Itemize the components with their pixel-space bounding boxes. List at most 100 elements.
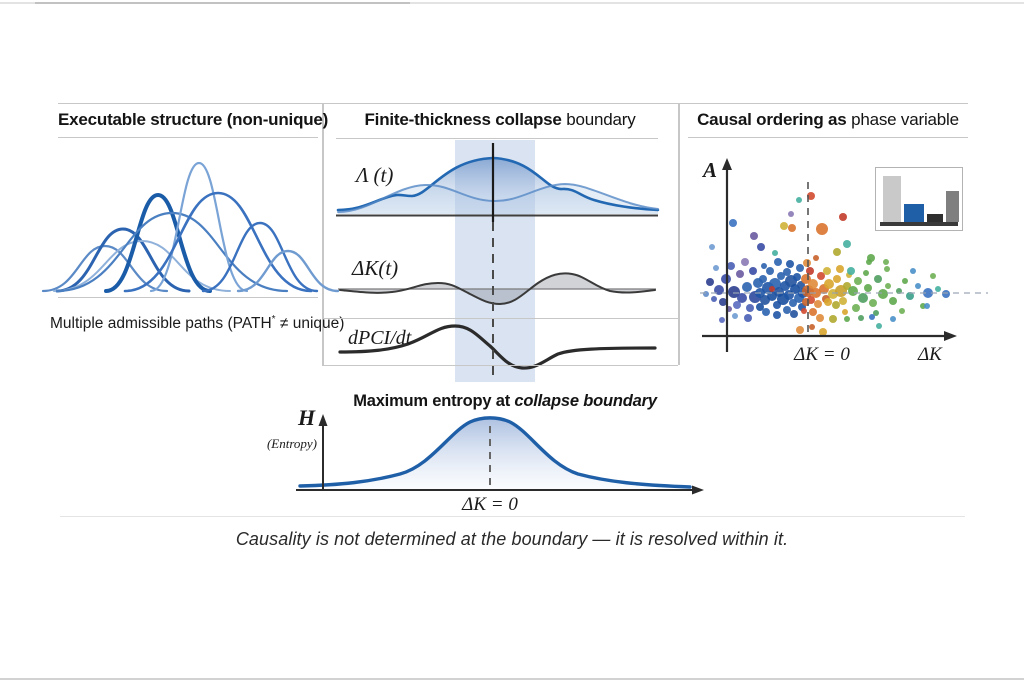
scatter-dot xyxy=(756,303,764,311)
entropy-title-regular: Maximum entropy at xyxy=(353,392,515,410)
middle-title-underline xyxy=(336,138,658,139)
lambda-curve-fill xyxy=(338,158,658,214)
entropy-y-axis-sublabel: (Entropy) xyxy=(266,436,317,451)
scatter-dot xyxy=(869,299,877,307)
inset-bar xyxy=(883,176,901,222)
left-title-underline xyxy=(58,137,318,138)
caption-pre: Multiple admissible paths (PATH xyxy=(50,315,272,333)
admissible-path-curve xyxy=(55,211,289,293)
inset-bar-chart xyxy=(875,167,963,231)
middle-title-regular: boundary xyxy=(561,110,636,129)
dpci-label: dPCI/dt xyxy=(348,327,412,349)
admissible-path-curve xyxy=(149,161,249,293)
scatter-dot xyxy=(777,272,785,280)
admissible-paths-curves xyxy=(41,161,340,293)
scatter-dot xyxy=(858,293,868,303)
scatter-dot xyxy=(793,273,801,281)
scatter-dot xyxy=(783,306,791,314)
top-hairline-dark-segment xyxy=(35,2,410,4)
scatter-dot xyxy=(906,292,914,300)
scatter-dot xyxy=(769,286,775,292)
scatter-x-axis-label: ΔK xyxy=(918,344,942,365)
scatter-dot xyxy=(772,250,778,256)
scatter-dot xyxy=(766,267,774,275)
scatter-dot xyxy=(796,197,802,203)
admissible-path-curve xyxy=(41,244,169,293)
entropy-title-italic: collapse boundary xyxy=(514,392,657,410)
scatter-dot xyxy=(780,222,788,230)
inset-bar xyxy=(904,203,924,222)
scatter-dot xyxy=(890,316,896,322)
scatter-dot xyxy=(719,317,725,323)
separator-middle-right xyxy=(678,103,680,365)
scatter-dot xyxy=(732,313,738,319)
middle-panel-bottom-rule xyxy=(322,365,678,366)
right-title-underline xyxy=(688,137,968,138)
scatter-dot xyxy=(762,308,770,316)
deltak-curve-fill xyxy=(340,273,655,304)
scatter-dot xyxy=(844,316,850,322)
entropy-y-arrowhead xyxy=(318,414,328,426)
scatter-dot xyxy=(759,275,767,283)
scatter-dot xyxy=(809,308,817,316)
scatter-dot xyxy=(899,308,905,314)
scatter-dot xyxy=(863,270,869,276)
entropy-title: Maximum entropy at collapse boundary xyxy=(305,392,705,411)
entropy-y-axis-label: H xyxy=(298,405,316,430)
scatter-dot xyxy=(817,272,825,280)
scatter-dot xyxy=(816,314,824,322)
scatter-dot xyxy=(788,224,796,232)
scatter-dot xyxy=(915,283,921,289)
scatter-dot xyxy=(852,304,860,312)
scatter-dot xyxy=(786,260,794,268)
caption-post: ≠ unique) xyxy=(275,315,345,333)
scatter-dot xyxy=(930,273,936,279)
lambda-label: Λ (t) xyxy=(356,163,394,187)
scatter-dot xyxy=(869,314,875,320)
inset-baseline xyxy=(880,222,958,226)
scatter-y-axis-label: A xyxy=(703,158,718,182)
middle-subplot-separator xyxy=(322,318,678,319)
left-panel-title: Executable structure (non-unique) xyxy=(58,110,328,130)
entropy-curve xyxy=(298,416,692,489)
scatter-dot xyxy=(773,311,781,319)
admissible-path-curve xyxy=(123,191,313,293)
admissible-path-curve xyxy=(104,192,212,293)
header-rule xyxy=(58,103,968,104)
scatter-dot xyxy=(796,326,804,334)
entropy-plot xyxy=(296,414,704,495)
scatter-dot xyxy=(839,213,847,221)
scatter-dot xyxy=(824,279,834,289)
scatter-dot xyxy=(729,219,737,227)
scatter-dots xyxy=(703,192,950,336)
scatter-dot xyxy=(733,301,741,309)
scatter-dot xyxy=(757,243,765,251)
deltak-curve xyxy=(339,272,656,306)
scatter-dot xyxy=(824,298,832,306)
scatter-dot xyxy=(719,298,727,306)
scatter-dot xyxy=(809,324,815,330)
scatter-dot xyxy=(833,275,841,283)
scatter-dot xyxy=(737,293,747,303)
scatter-dot xyxy=(854,277,862,285)
separator-left-middle xyxy=(322,103,324,365)
scatter-dot xyxy=(839,297,847,305)
scatter-dot xyxy=(876,323,882,329)
footer-rule xyxy=(60,516,965,517)
scatter-dot xyxy=(790,310,798,318)
scatter-y-arrowhead xyxy=(722,158,732,170)
left-panel-caption: Multiple admissible paths (PATH* ≠ uniqu… xyxy=(50,314,344,333)
caption-sup: * xyxy=(271,314,276,325)
inset-bar xyxy=(946,190,959,222)
scatter-dot xyxy=(910,268,916,274)
scatter-dot xyxy=(711,296,717,302)
footer-caption: Causality is not determined at the bound… xyxy=(235,529,789,549)
scatter-dot xyxy=(803,259,811,267)
scatter-dot xyxy=(885,283,891,289)
scatter-dot xyxy=(866,259,872,265)
inset-bar xyxy=(927,213,943,222)
scatter-dot xyxy=(889,297,897,305)
scatter-dot xyxy=(744,314,752,322)
scatter-dot xyxy=(884,266,890,272)
scatter-dot xyxy=(746,304,754,312)
